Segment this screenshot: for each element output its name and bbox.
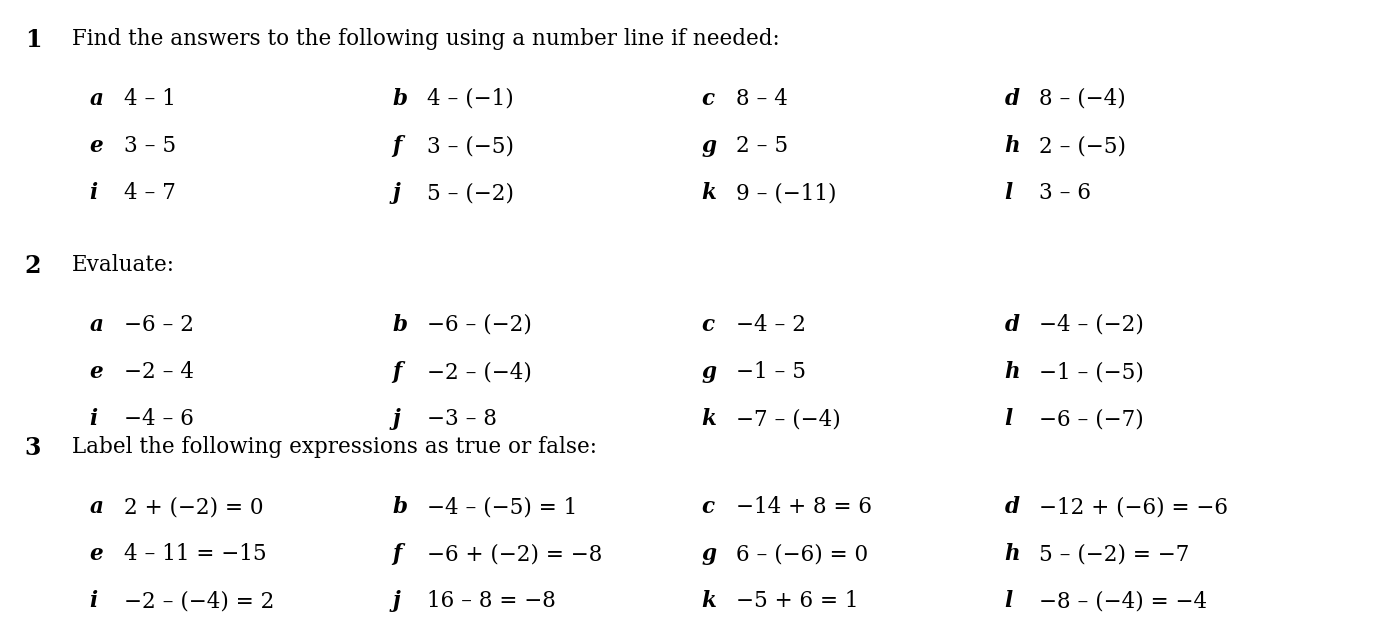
Text: 5 – (−2) = −7: 5 – (−2) = −7 [1039,543,1189,565]
Text: Find the answers to the following using a number line if needed:: Find the answers to the following using … [72,28,779,50]
Text: −1 – (−5): −1 – (−5) [1039,361,1143,383]
Text: l: l [1004,182,1013,204]
Text: −7 – (−4): −7 – (−4) [736,408,841,430]
Text: Label the following expressions as true or false:: Label the following expressions as true … [72,436,597,458]
Text: −4 – (−2): −4 – (−2) [1039,314,1143,336]
Text: 9 – (−11): 9 – (−11) [736,182,837,204]
Text: −6 – (−2): −6 – (−2) [427,314,531,336]
Text: e: e [89,361,103,383]
Text: g: g [702,135,717,157]
Text: 6 – (−6) = 0: 6 – (−6) = 0 [736,543,868,565]
Text: d: d [1004,88,1020,110]
Text: 2 + (−2) = 0: 2 + (−2) = 0 [124,496,263,518]
Text: 4 – (−1): 4 – (−1) [427,88,513,110]
Text: 2 – 5: 2 – 5 [736,135,788,157]
Text: a: a [89,88,103,110]
Text: −12 + (−6) = −6: −12 + (−6) = −6 [1039,496,1227,518]
Text: k: k [702,408,717,430]
Text: 16 – 8 = −8: 16 – 8 = −8 [427,590,556,612]
Text: h: h [1004,543,1020,565]
Text: g: g [702,543,717,565]
Text: b: b [392,314,407,336]
Text: 4 – 11 = −15: 4 – 11 = −15 [124,543,267,565]
Text: b: b [392,496,407,518]
Text: k: k [702,182,717,204]
Text: −5 + 6 = 1: −5 + 6 = 1 [736,590,859,612]
Text: −4 – (−5) = 1: −4 – (−5) = 1 [427,496,577,518]
Text: l: l [1004,590,1013,612]
Text: f: f [392,135,402,157]
Text: 2 – (−5): 2 – (−5) [1039,135,1126,157]
Text: 8 – (−4): 8 – (−4) [1039,88,1126,110]
Text: −4 – 2: −4 – 2 [736,314,806,336]
Text: d: d [1004,496,1020,518]
Text: 8 – 4: 8 – 4 [736,88,788,110]
Text: −6 – (−7): −6 – (−7) [1039,408,1143,430]
Text: g: g [702,361,717,383]
Text: Evaluate:: Evaluate: [72,254,175,276]
Text: 4 – 1: 4 – 1 [124,88,176,110]
Text: a: a [89,314,103,336]
Text: k: k [702,590,717,612]
Text: 5 – (−2): 5 – (−2) [427,182,513,204]
Text: d: d [1004,314,1020,336]
Text: h: h [1004,361,1020,383]
Text: i: i [89,182,98,204]
Text: f: f [392,543,402,565]
Text: −14 + 8 = 6: −14 + 8 = 6 [736,496,872,518]
Text: 3: 3 [25,436,41,460]
Text: a: a [89,496,103,518]
Text: −2 – (−4): −2 – (−4) [427,361,531,383]
Text: −8 – (−4) = −4: −8 – (−4) = −4 [1039,590,1207,612]
Text: c: c [702,496,716,518]
Text: e: e [89,543,103,565]
Text: j: j [392,408,400,430]
Text: 3 – 5: 3 – 5 [124,135,176,157]
Text: 4 – 7: 4 – 7 [124,182,176,204]
Text: i: i [89,590,98,612]
Text: b: b [392,88,407,110]
Text: −2 – 4: −2 – 4 [124,361,194,383]
Text: −3 – 8: −3 – 8 [427,408,497,430]
Text: f: f [392,361,402,383]
Text: c: c [702,314,716,336]
Text: −6 + (−2) = −8: −6 + (−2) = −8 [427,543,601,565]
Text: 2: 2 [25,254,41,278]
Text: l: l [1004,408,1013,430]
Text: h: h [1004,135,1020,157]
Text: i: i [89,408,98,430]
Text: 3 – 6: 3 – 6 [1039,182,1091,204]
Text: j: j [392,182,400,204]
Text: 1: 1 [25,28,41,52]
Text: 3 – (−5): 3 – (−5) [427,135,513,157]
Text: −4 – 6: −4 – 6 [124,408,194,430]
Text: j: j [392,590,400,612]
Text: −6 – 2: −6 – 2 [124,314,194,336]
Text: −2 – (−4) = 2: −2 – (−4) = 2 [124,590,274,612]
Text: e: e [89,135,103,157]
Text: c: c [702,88,716,110]
Text: −1 – 5: −1 – 5 [736,361,806,383]
